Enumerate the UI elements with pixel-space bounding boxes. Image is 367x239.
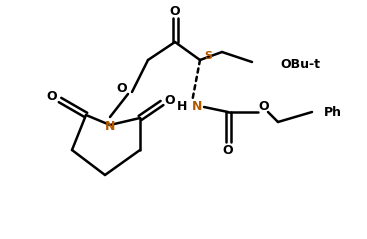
Text: O: O bbox=[223, 143, 233, 157]
Text: O: O bbox=[165, 93, 175, 107]
Text: H: H bbox=[177, 101, 187, 114]
Text: N: N bbox=[105, 120, 115, 132]
Text: O: O bbox=[259, 99, 269, 113]
Text: OBu-t: OBu-t bbox=[280, 58, 320, 71]
Text: N: N bbox=[192, 101, 202, 114]
Text: O: O bbox=[117, 81, 127, 94]
Text: Ph: Ph bbox=[324, 105, 342, 119]
Text: O: O bbox=[47, 91, 57, 103]
Text: S: S bbox=[204, 51, 212, 61]
Text: O: O bbox=[170, 5, 180, 17]
